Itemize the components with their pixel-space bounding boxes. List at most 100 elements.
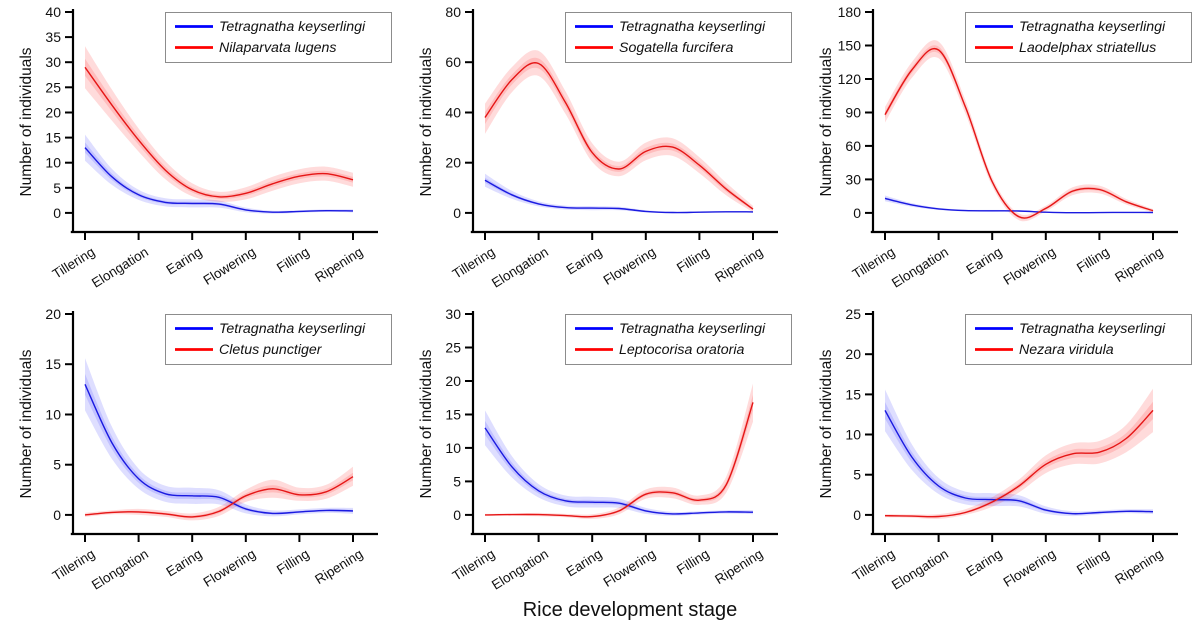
x-tick-label: Filling <box>274 546 312 577</box>
series-line-blue <box>484 427 754 515</box>
y-tick-label: 40 <box>445 105 461 121</box>
legend-label: Cletus punctiger <box>219 342 323 358</box>
legend-label: Tetragnatha keyserlingi <box>1019 19 1166 35</box>
subplot-sogatella-furcifera: 0 20 40 60 80 Tillering Elongation Earing Flower… <box>400 0 800 302</box>
legend-label: Tetragnatha keyserlingi <box>219 321 366 337</box>
y-tick-label: 120 <box>838 71 862 87</box>
y-tick-label: 10 <box>445 440 461 456</box>
y-axis: 0 5 10 15 20 <box>45 306 73 523</box>
y-tick-label: 15 <box>45 130 61 146</box>
x-tick-label: Filling <box>1074 244 1112 275</box>
legend-box <box>165 12 392 63</box>
y-tick-label: 20 <box>45 105 61 121</box>
x-tick-label: Flowering <box>201 244 259 288</box>
y-axis-title: Number of individuals <box>818 349 835 498</box>
y-axis: 0 30 60 90 120 150 180 <box>838 4 873 221</box>
y-tick-label: 0 <box>853 205 861 221</box>
x-tick-label: Flowering <box>601 244 659 288</box>
axis-spines <box>870 311 1178 536</box>
subplot-nezara-viridula: 0 5 10 15 20 25 Tillering Elongation Earing Flowe… <box>800 302 1200 604</box>
y-tick-label: 30 <box>45 54 61 70</box>
y-axis-title: Number of individuals <box>418 47 435 196</box>
x-tick-label: Flowering <box>601 546 659 590</box>
x-tick-label: Ripening <box>312 546 365 587</box>
y-tick-label: 180 <box>838 4 862 20</box>
x-tick-label: Earing <box>164 244 205 277</box>
series-line-red <box>884 47 1154 219</box>
confidence-band-red <box>485 50 753 213</box>
legend-label: Tetragnatha keyserlingi <box>619 19 766 35</box>
x-axis-title: Rice development stage <box>522 599 738 621</box>
y-tick-label: 35 <box>45 29 61 45</box>
y-tick-label: 20 <box>445 373 461 389</box>
y-tick-label: 10 <box>45 155 61 171</box>
y-tick-label: 5 <box>853 467 861 483</box>
confidence-band-inner-red <box>85 472 353 519</box>
legend-box <box>565 314 792 365</box>
y-axis: 0 5 10 15 20 25 <box>845 306 873 523</box>
y-tick-label: 15 <box>45 356 61 372</box>
axis-spines <box>70 311 378 536</box>
y-tick-label: 25 <box>45 79 61 95</box>
y-tick-label: 0 <box>453 507 461 523</box>
subplot-laodelphax-striatellus: 0 30 60 90 120 150 180 Tillering Elongation Earin… <box>800 0 1200 302</box>
x-tick-label: Earing <box>564 546 605 579</box>
legend: Tetragnatha keyserlingi Nilaparvata lugen… <box>165 12 392 63</box>
legend: Tetragnatha keyserlingi Leptocorisa orato… <box>565 314 792 365</box>
y-axis-title: Number of individuals <box>418 349 435 498</box>
y-tick-label: 20 <box>445 155 461 171</box>
x-tick-label: Elongation <box>889 244 951 291</box>
confidence-band-red <box>85 466 353 521</box>
confidence-band-red <box>885 40 1153 222</box>
x-tick-label: Filling <box>674 546 712 577</box>
x-tick-label: Filling <box>1074 546 1112 577</box>
x-tick-label: Ripening <box>1112 546 1165 587</box>
legend: Tetragnatha keyserlingi Cletus punctiger <box>165 314 392 365</box>
legend-box <box>565 12 792 63</box>
y-tick-label: 10 <box>845 427 861 443</box>
legend-box <box>165 314 392 365</box>
legend-box <box>965 314 1192 365</box>
y-tick-label: 25 <box>845 306 861 322</box>
x-tick-label: Elongation <box>89 244 151 291</box>
y-tick-label: 60 <box>845 138 861 154</box>
confidence-band-red <box>885 388 1153 520</box>
x-tick-label: Elongation <box>489 546 551 593</box>
legend-label: Leptocorisa oratoria <box>619 342 745 358</box>
legend-label: Laodelphax striatellus <box>1019 40 1156 56</box>
y-tick-label: 0 <box>453 205 461 221</box>
y-tick-label: 0 <box>853 507 861 523</box>
legend-label: Nezara viridula <box>1019 342 1114 358</box>
x-tick-label: Filling <box>674 244 712 275</box>
x-tick-label: Elongation <box>489 244 551 291</box>
y-tick-label: 30 <box>445 306 461 322</box>
legend-box <box>965 12 1192 63</box>
x-tick-label: Earing <box>964 244 1005 277</box>
y-axis: 0 5 10 15 20 25 30 <box>445 306 473 523</box>
y-tick-label: 20 <box>845 346 861 362</box>
series-line-red <box>84 476 354 518</box>
x-tick-label: Earing <box>964 546 1005 579</box>
series-line-red <box>484 62 754 210</box>
axis-spines <box>70 9 378 234</box>
y-tick-label: 0 <box>53 205 61 221</box>
y-tick-label: 10 <box>45 407 61 423</box>
subplot-cletus-punctiger: 0 5 10 15 20 Tillering Elongation Earing Floweri… <box>0 302 400 604</box>
x-tick-label: Filling <box>274 244 312 275</box>
x-tick-label: Flowering <box>1001 244 1059 288</box>
series-line-red <box>884 409 1154 518</box>
legend-label: Tetragnatha keyserlingi <box>1019 321 1166 337</box>
legend: Tetragnatha keyserlingi Nezara viridula <box>965 314 1192 365</box>
x-tick-label: Earing <box>164 546 205 579</box>
series-line-red <box>84 66 354 198</box>
legend: Tetragnatha keyserlingi Laodelphax striat… <box>965 12 1192 63</box>
